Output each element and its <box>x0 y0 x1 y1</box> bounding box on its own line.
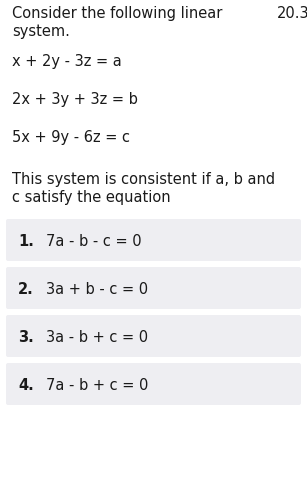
Text: This system is consistent if a, b and: This system is consistent if a, b and <box>12 172 275 187</box>
FancyBboxPatch shape <box>6 315 301 357</box>
FancyBboxPatch shape <box>6 363 301 405</box>
Text: 3a + b - c = 0: 3a + b - c = 0 <box>46 281 148 296</box>
Text: 5x + 9y - 6z = c: 5x + 9y - 6z = c <box>12 130 130 145</box>
Text: 7a - b - c = 0: 7a - b - c = 0 <box>46 233 142 248</box>
Text: 3a - b + c = 0: 3a - b + c = 0 <box>46 329 148 344</box>
Text: system.: system. <box>12 24 70 39</box>
Text: 2.: 2. <box>18 281 34 296</box>
Text: Consider the following linear: Consider the following linear <box>12 6 222 21</box>
Text: 2x + 3y + 3z = b: 2x + 3y + 3z = b <box>12 92 138 107</box>
Text: 7a - b + c = 0: 7a - b + c = 0 <box>46 377 148 392</box>
Text: 1.: 1. <box>18 233 34 248</box>
Text: 3.: 3. <box>18 329 34 344</box>
Text: 20.3: 20.3 <box>276 6 307 21</box>
Text: x + 2y - 3z = a: x + 2y - 3z = a <box>12 54 122 69</box>
FancyBboxPatch shape <box>6 268 301 310</box>
Text: 4.: 4. <box>18 377 34 392</box>
Text: c satisfy the equation: c satisfy the equation <box>12 189 171 204</box>
FancyBboxPatch shape <box>6 219 301 262</box>
